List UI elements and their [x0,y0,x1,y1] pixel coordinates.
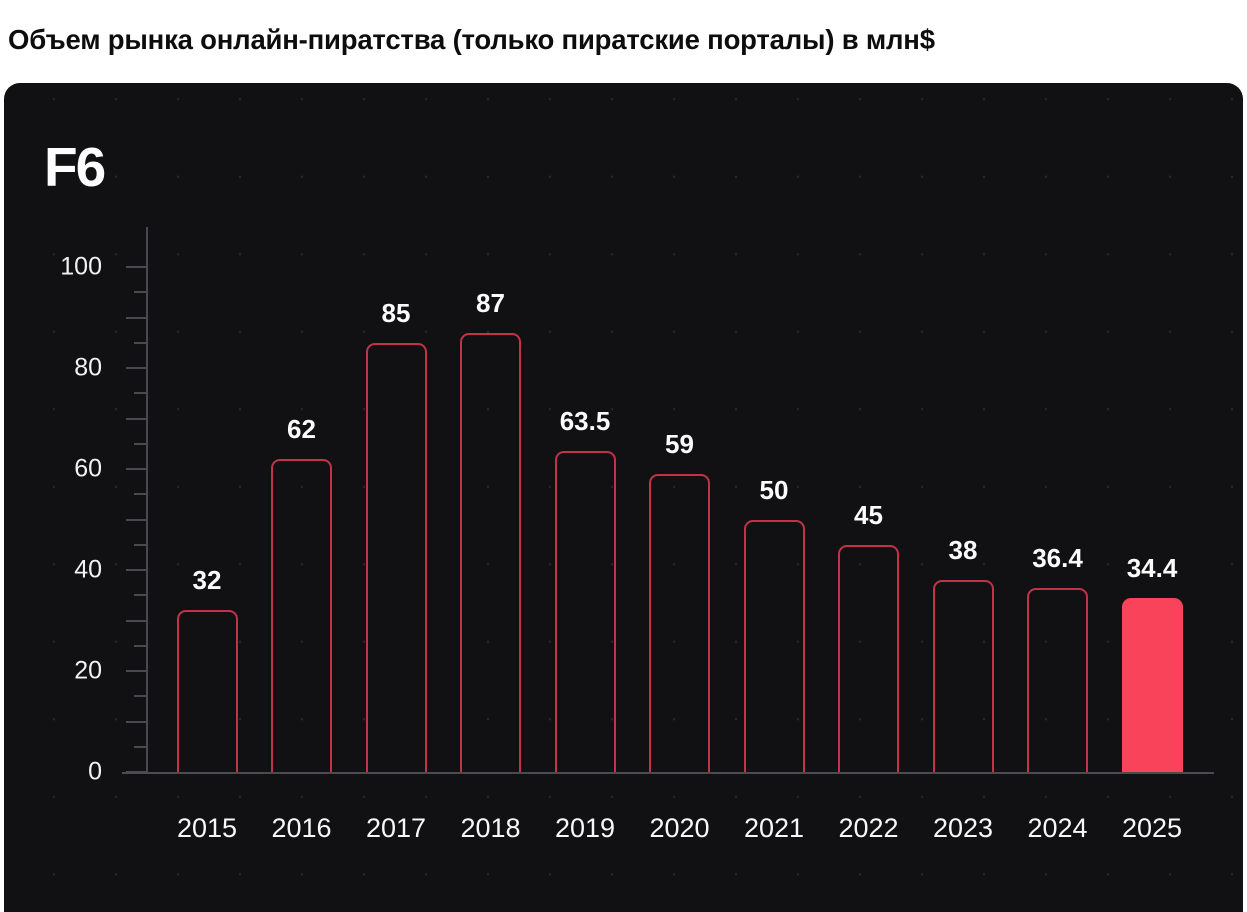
bar-value-label: 38 [948,535,978,566]
bar-value-label: 32 [192,565,222,596]
x-axis-label-2015: 2015 [176,813,238,843]
bar-value-label: 34.4 [1126,553,1178,584]
x-axis-label-2024: 2024 [1027,813,1088,843]
y-axis-label: 80 [74,353,102,382]
y-axis-tick-major [126,619,146,622]
y-axis-tick-major [126,468,146,470]
plot-area: 0 20 40 60 80 100 32 2015 62 2016 85 2017 87 2018 63.… [4,83,1243,912]
page-title: Объем рынка онлайн-пиратства (только пир… [8,24,935,55]
bar-2015[interactable] [176,610,238,772]
x-axis-label-2023: 2023 [932,813,994,843]
bar-value-label: 59 [665,429,694,460]
y-axis-tick-minor [134,392,146,395]
bar-2020[interactable] [649,474,710,772]
y-axis-tick-major [126,720,146,723]
bar-value-label: 62 [287,413,316,444]
bar-2024[interactable] [1027,588,1088,772]
bar-series: 32 2015 62 2016 85 2017 87 2018 63.5 2019 59 2020 50… [4,83,1243,912]
y-axis-tick-minor [134,493,146,496]
y-axis-label: 0 [88,757,102,786]
bar-2016[interactable] [271,458,332,772]
y-axis-tick-minor [134,291,146,294]
bar-value-label: 85 [381,297,411,328]
y-axis-tick-minor [134,543,146,546]
bar-2017[interactable] [365,342,427,772]
y-axis-tick-minor [134,695,146,698]
bar-2018[interactable] [460,332,521,772]
x-axis-label-2022: 2022 [838,813,899,843]
bar-2025[interactable] [1121,598,1183,772]
y-axis-line [146,227,148,773]
y-axis-label: 20 [74,656,102,685]
y-axis-tick-major [126,367,146,369]
y-axis-tick-major [126,670,146,672]
bar-value-label: 50 [759,474,789,505]
y-axis-tick-major [126,518,146,521]
x-axis-label-2025: 2025 [1121,813,1183,843]
y-axis-tick-major [126,417,146,420]
y-axis-tick-minor [134,594,146,597]
bar-2021[interactable] [743,519,805,772]
y-axis-tick-major [126,316,146,319]
bar-value-label: 87 [476,287,505,318]
brand-logo: F6 [44,136,106,198]
y-axis-labels: 0 20 40 60 80 100 [40,83,102,912]
x-axis-label-2018: 2018 [460,813,521,843]
bar-2019[interactable] [554,451,616,772]
y-axis-tick-minor [134,644,146,647]
x-axis-label-2017: 2017 [365,813,427,843]
y-axis-tick-minor [134,745,146,748]
y-axis-tick-minor [134,442,146,445]
y-axis-tick-minor [134,341,146,344]
y-axis-tick-major [126,569,146,571]
y-axis-tick-major [126,266,146,268]
x-axis-label-2016: 2016 [271,813,332,843]
bar-2023[interactable] [932,580,994,772]
chart-header: Объем рынка онлайн-пиратства (только пир… [0,0,1247,83]
x-axis-label-2020: 2020 [649,813,710,843]
chart-card: F6 0 20 40 60 80 100 32 2015 62 2016 85 2017 87 2018… [4,83,1243,912]
y-axis-label: 60 [74,454,102,483]
x-axis-baseline [122,772,1214,774]
x-axis-label-2021: 2021 [743,813,805,843]
y-axis-label: 100 [60,252,102,281]
bar-value-label: 45 [854,499,883,530]
bar-value-label: 63.5 [559,406,611,437]
x-axis-label-2019: 2019 [554,813,616,843]
y-axis-label: 40 [74,555,102,584]
bar-2022[interactable] [838,544,899,772]
bar-value-label: 36.4 [1032,543,1083,574]
